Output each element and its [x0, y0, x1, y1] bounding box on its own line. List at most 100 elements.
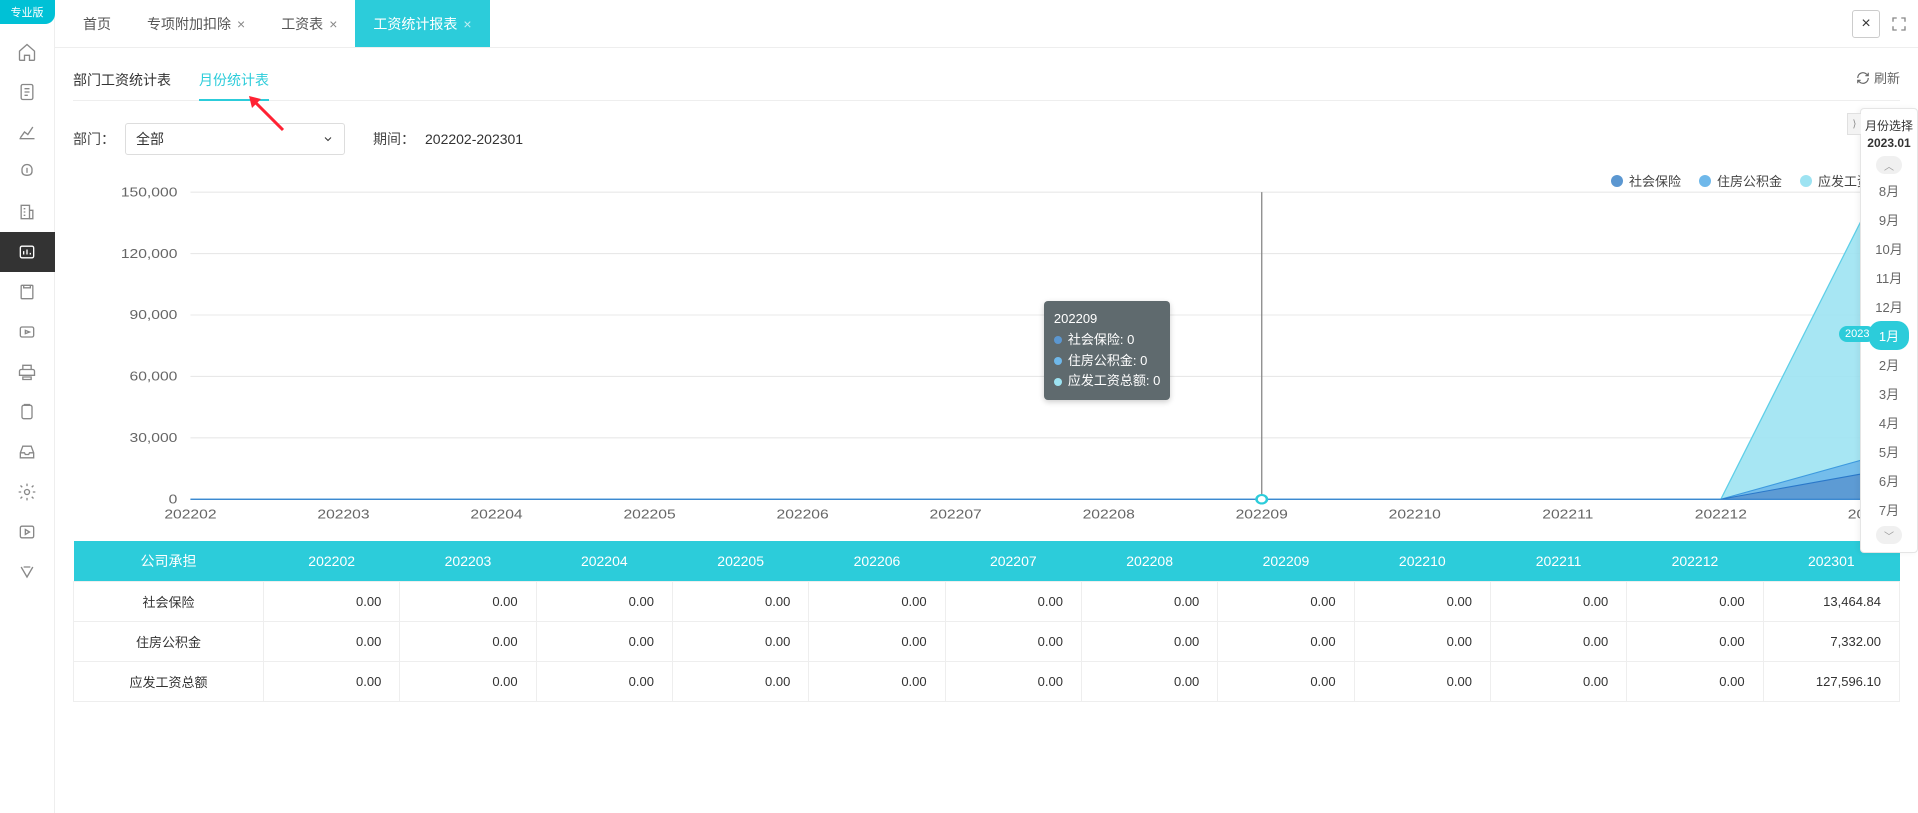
- chart-svg: 030,00060,00090,000120,000150,0002022022…: [73, 171, 1900, 531]
- month-item[interactable]: 1月2023: [1869, 321, 1909, 350]
- cell: 0.00: [536, 582, 672, 622]
- table-row: 住房公积金0.000.000.000.000.000.000.000.000.0…: [74, 622, 1900, 662]
- row-label: 社会保险: [74, 582, 264, 622]
- media-icon[interactable]: [0, 312, 55, 352]
- month-list: 8月9月10月11月12月1月20232月3月4月5月6月7月: [1861, 176, 1917, 524]
- chevron-down-icon: [322, 133, 334, 145]
- month-item[interactable]: 6月: [1861, 466, 1917, 495]
- cell: 0.00: [264, 622, 400, 662]
- tab-close-icon[interactable]: ×: [329, 16, 337, 32]
- svg-text:202206: 202206: [776, 508, 828, 522]
- top-tab[interactable]: 首页: [65, 0, 129, 47]
- top-tab[interactable]: 工资统计报表 ×: [355, 0, 489, 47]
- fullscreen-icon[interactable]: [1890, 15, 1908, 33]
- play-icon[interactable]: [0, 512, 55, 552]
- cell: 127,596.10: [1763, 662, 1899, 702]
- month-next-button[interactable]: ﹀: [1876, 526, 1902, 544]
- refresh-icon: [1856, 71, 1870, 85]
- col-header: 202209: [1218, 541, 1354, 582]
- legend-label: 社会保险: [1629, 171, 1681, 190]
- gear-icon[interactable]: [0, 472, 55, 512]
- building-icon[interactable]: [0, 192, 55, 232]
- filters-bar: 部门： 全部 期间： 202202-202301: [73, 101, 1900, 165]
- month-prev-button[interactable]: ︿: [1876, 156, 1902, 174]
- month-item[interactable]: 3月: [1861, 379, 1917, 408]
- tooltip-label: 应发工资总额: 0: [1068, 371, 1160, 392]
- cell: 0.00: [1218, 582, 1354, 622]
- top-tab[interactable]: 专项附加扣除 ×: [129, 0, 263, 47]
- col-header: 202206: [809, 541, 945, 582]
- col-header: 202207: [945, 541, 1081, 582]
- month-item[interactable]: 7月: [1861, 495, 1917, 524]
- tooltip-label: 社会保险: 0: [1068, 330, 1134, 351]
- v-icon[interactable]: [0, 552, 55, 592]
- legend-dot-icon: [1611, 175, 1623, 187]
- month-item[interactable]: 11月: [1861, 263, 1917, 292]
- tab-label: 工资统计报表: [373, 14, 457, 34]
- tab-close-icon[interactable]: ×: [463, 16, 471, 32]
- sub-tab[interactable]: 月份统计表: [199, 62, 269, 100]
- clipboard-icon[interactable]: [0, 392, 55, 432]
- legend-item[interactable]: 住房公积金: [1699, 171, 1782, 190]
- svg-text:202212: 202212: [1695, 508, 1747, 522]
- salary-chart: 社会保险住房公积金应发工资总额 030,00060,00090,000120,0…: [73, 171, 1900, 531]
- home-icon[interactable]: [0, 32, 55, 72]
- cell: 0.00: [1490, 622, 1626, 662]
- month-item[interactable]: 10月: [1861, 234, 1917, 263]
- svg-text:202211: 202211: [1542, 508, 1593, 522]
- month-item[interactable]: 9月: [1861, 205, 1917, 234]
- collapse-button[interactable]: ⟩: [1847, 113, 1861, 135]
- svg-text:202205: 202205: [623, 508, 675, 522]
- legend-label: 住房公积金: [1717, 171, 1782, 190]
- month-item[interactable]: 8月: [1861, 176, 1917, 205]
- chart-icon[interactable]: [0, 112, 55, 152]
- tab-label: 专项附加扣除: [147, 14, 231, 34]
- cell: 0.00: [945, 582, 1081, 622]
- col-header: 公司承担: [74, 541, 264, 582]
- month-item[interactable]: 5月: [1861, 437, 1917, 466]
- report-icon[interactable]: [0, 232, 55, 272]
- month-item[interactable]: 4月: [1861, 408, 1917, 437]
- col-header: 202211: [1490, 541, 1626, 582]
- month-item[interactable]: 2月: [1861, 350, 1917, 379]
- form-icon[interactable]: [0, 272, 55, 312]
- dept-select[interactable]: 全部: [125, 123, 345, 155]
- legend-item[interactable]: 社会保险: [1611, 171, 1681, 190]
- dept-value: 全部: [136, 129, 164, 149]
- svg-text:0: 0: [169, 493, 178, 507]
- cell: 0.00: [1490, 582, 1626, 622]
- svg-text:60,000: 60,000: [130, 370, 178, 384]
- svg-text:202210: 202210: [1389, 508, 1441, 522]
- doc-icon[interactable]: [0, 72, 55, 112]
- svg-text:120,000: 120,000: [121, 247, 178, 261]
- refresh-button[interactable]: 刷新: [1856, 68, 1900, 87]
- cell: 0.00: [1218, 622, 1354, 662]
- chart-tooltip: 202209社会保险: 0住房公积金: 0应发工资总额: 0: [1044, 301, 1170, 400]
- inbox-icon[interactable]: [0, 432, 55, 472]
- print-icon[interactable]: [0, 352, 55, 392]
- month-item[interactable]: 12月: [1861, 292, 1917, 321]
- sub-tab[interactable]: 部门工资统计表: [73, 62, 171, 100]
- cell: 0.00: [1490, 662, 1626, 702]
- sidebar-nav: [0, 32, 54, 592]
- money-icon[interactable]: [0, 152, 55, 192]
- tooltip-title: 202209: [1054, 309, 1160, 330]
- tab-close-icon[interactable]: ×: [237, 16, 245, 32]
- cell: 0.00: [809, 622, 945, 662]
- top-tab[interactable]: 工资表 ×: [263, 0, 355, 47]
- svg-text:150,000: 150,000: [121, 186, 178, 200]
- svg-text:202202: 202202: [164, 508, 216, 522]
- svg-text:202207: 202207: [930, 508, 982, 522]
- tooltip-row: 应发工资总额: 0: [1054, 371, 1160, 392]
- sub-tabs: 部门工资统计表月份统计表 刷新: [73, 62, 1900, 101]
- month-panel-title: 月份选择: [1865, 113, 1913, 136]
- period-value: 202202-202301: [425, 131, 523, 147]
- cell: 0.00: [1354, 662, 1490, 702]
- close-all-button[interactable]: ×: [1852, 10, 1880, 38]
- refresh-label: 刷新: [1874, 68, 1900, 87]
- col-header: 202210: [1354, 541, 1490, 582]
- cell: 0.00: [264, 582, 400, 622]
- tab-label: 工资表: [281, 14, 323, 34]
- table-row: 社会保险0.000.000.000.000.000.000.000.000.00…: [74, 582, 1900, 622]
- cell: 0.00: [1354, 582, 1490, 622]
